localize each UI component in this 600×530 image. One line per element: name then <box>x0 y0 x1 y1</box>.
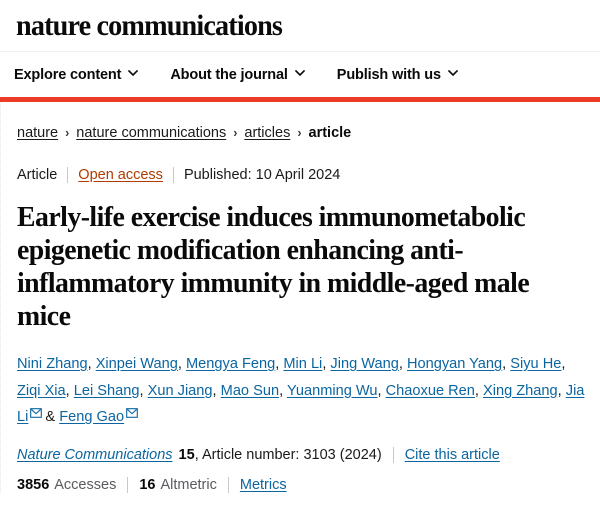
journal-logo[interactable]: nature communications <box>16 8 283 42</box>
author-separator: , <box>474 382 483 399</box>
author-link[interactable]: Siyu He <box>510 356 562 373</box>
breadcrumb: nature › nature communications › articles › ar… <box>17 102 586 143</box>
accesses-count: 3856 <box>17 476 50 493</box>
chevron-down-icon <box>128 68 139 77</box>
altmetric-label: Altmetric <box>160 476 217 493</box>
author-separator: , <box>139 382 148 399</box>
nav-item-publish-with-us[interactable]: Publish with us <box>336 66 458 83</box>
breadcrumb-item-nature[interactable]: nature <box>17 125 59 141</box>
author-separator: , <box>561 356 566 373</box>
author-link[interactable]: Min Li <box>283 356 323 373</box>
envelope-icon[interactable] <box>30 408 43 418</box>
author-link[interactable]: Jia Li <box>17 382 585 426</box>
nav-item-explore-content[interactable]: Explore content <box>14 66 139 83</box>
article-number: , Article number: 3103 (2024) <box>194 446 382 463</box>
journal-link[interactable]: Nature Communications <box>17 446 173 463</box>
author-separator: , <box>275 356 284 373</box>
breadcrumb-item-nature-communications[interactable]: nature communications <box>76 125 227 141</box>
author-link[interactable]: Lei Shang <box>73 382 140 399</box>
author-link[interactable]: Yuanming Wu <box>286 382 378 399</box>
article-meta: Article Open access Published: 10 April … <box>17 166 586 183</box>
author-link[interactable]: Mengya Feng <box>186 356 276 373</box>
metrics-line: 3856 Accesses 16 Altmetric Metrics <box>17 476 586 493</box>
breadcrumb-separator-icon: › <box>233 126 238 140</box>
author-link[interactable]: Xing Zhang <box>483 382 558 399</box>
accesses-label: Accesses <box>54 476 117 493</box>
nav-item-label: About the journal <box>170 66 288 83</box>
author-link[interactable]: Xun Jiang <box>147 382 213 399</box>
brand-accent-bar <box>0 97 600 102</box>
author-link[interactable]: Mao Sun <box>220 382 280 399</box>
metrics-divider <box>227 476 229 493</box>
published-date: Published: 10 April 2024 <box>183 166 341 183</box>
volume-number: 15 <box>178 446 195 463</box>
open-access-link[interactable]: Open access <box>78 166 163 183</box>
metrics-divider <box>127 476 129 493</box>
author-separator: , <box>65 382 74 399</box>
citation-line: Nature Communications 15 , Article numbe… <box>17 446 586 463</box>
breadcrumb-separator-icon: › <box>65 126 70 140</box>
breadcrumb-item-article-current: article <box>308 125 352 141</box>
author-link[interactable]: Jing Wang <box>330 356 399 373</box>
citation-divider <box>392 446 394 463</box>
primary-nav: Explore content About the journal Publis… <box>0 52 600 97</box>
author-separator: , <box>322 356 331 373</box>
breadcrumb-separator-icon: › <box>297 126 302 140</box>
author-link[interactable]: Nini Zhang <box>17 356 88 373</box>
nav-item-label: Publish with us <box>336 66 441 83</box>
author-link[interactable]: Feng Gao <box>59 409 125 426</box>
nav-item-label: Explore content <box>14 66 122 83</box>
author-link[interactable]: Chaoxue Ren <box>385 382 475 399</box>
envelope-icon[interactable] <box>126 408 138 418</box>
meta-divider <box>67 166 69 183</box>
author-separator: , <box>557 382 566 399</box>
author-separator: , <box>377 382 386 399</box>
article-content: nature › nature communications › articles › ar… <box>0 102 600 493</box>
author-list: Nini Zhang, Xinpei Wang, Mengya Feng, Mi… <box>17 351 586 431</box>
author-link[interactable]: Ziqi Xia <box>17 382 66 399</box>
cite-this-article-link[interactable]: Cite this article <box>404 446 500 463</box>
page-title: Early-life exercise induces immunometabo… <box>17 201 530 332</box>
author-separator: , <box>177 356 187 373</box>
author-separator: , <box>87 356 96 373</box>
author-separator: , <box>398 356 407 373</box>
author-separator: , <box>502 356 511 373</box>
author-link[interactable]: Xinpei Wang <box>95 356 178 373</box>
chevron-down-icon <box>294 68 305 77</box>
article-type-label: Article <box>17 166 58 183</box>
site-masthead: nature communications <box>0 0 600 52</box>
meta-divider <box>172 166 174 183</box>
breadcrumb-item-articles[interactable]: articles <box>244 125 291 141</box>
author-ampersand: & <box>45 409 56 426</box>
nav-item-about-the-journal[interactable]: About the journal <box>170 66 305 83</box>
author-separator: , <box>279 382 287 399</box>
author-link[interactable]: Hongyan Yang <box>406 356 503 373</box>
altmetric-count: 16 <box>139 476 156 493</box>
chevron-down-icon <box>447 68 458 77</box>
metrics-link[interactable]: Metrics <box>239 476 287 493</box>
author-separator: , <box>212 382 221 399</box>
